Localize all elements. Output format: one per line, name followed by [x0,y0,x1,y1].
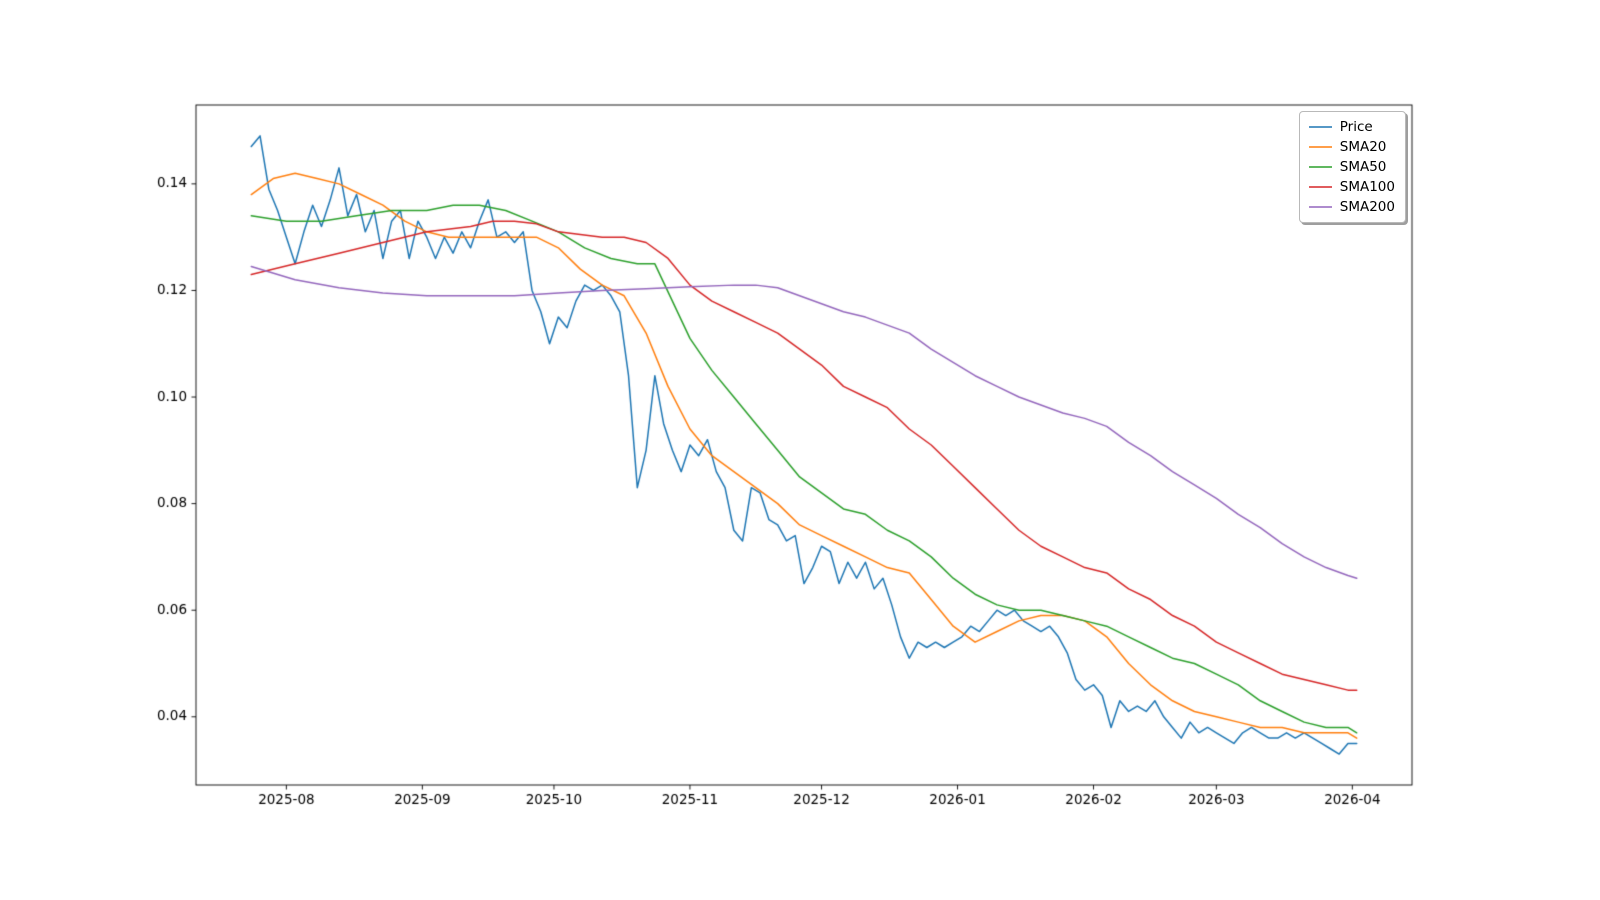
legend-item-sma50: SMA50 [1308,159,1395,175]
legend-item-sma100: SMA100 [1308,179,1395,195]
legend-item-sma20: SMA20 [1308,139,1395,155]
legend-label: SMA200 [1339,199,1395,215]
legend-label: SMA50 [1339,159,1387,175]
chart-legend: Price SMA20 SMA50 SMA100 SMA200 [1298,111,1406,223]
sma200-line-icon [1308,206,1332,208]
sma100-line-icon [1308,186,1332,188]
sma50-line-icon [1308,166,1332,168]
legend-item-sma200: SMA200 [1308,199,1395,215]
sma20-line-icon [1308,146,1332,148]
price-line-icon [1308,126,1332,128]
legend-item-price: Price [1308,119,1395,135]
legend-label: SMA20 [1339,139,1387,155]
legend-label: Price [1339,119,1373,135]
legend-label: SMA100 [1339,179,1395,195]
